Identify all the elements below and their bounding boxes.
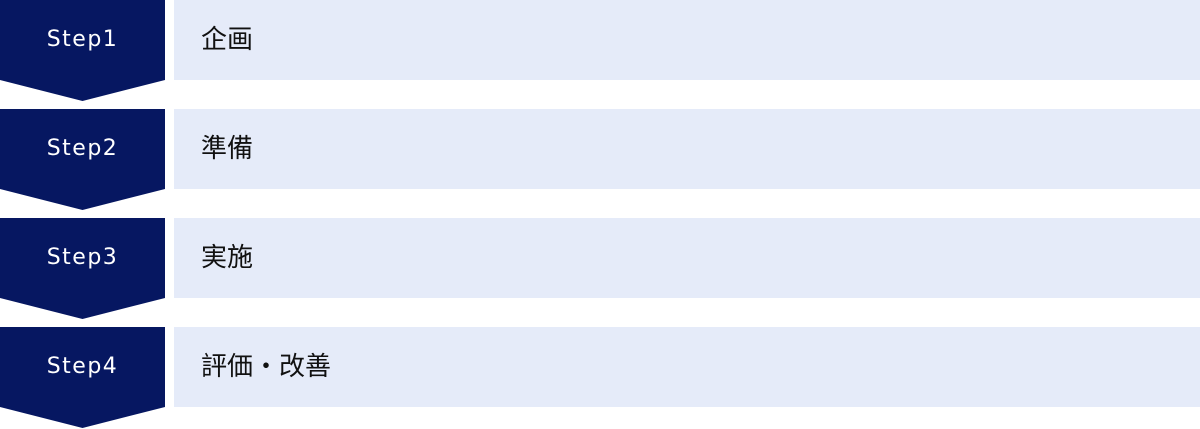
step-row-1: Step1 企画 xyxy=(0,0,1200,102)
step-badge: Step4 xyxy=(0,327,165,428)
step-bar: 準備 xyxy=(174,109,1200,189)
step-text: 企画 xyxy=(201,25,254,55)
step-text: 準備 xyxy=(201,134,254,164)
step-text: 実施 xyxy=(201,243,254,273)
step-text: 評価・改善 xyxy=(201,352,332,382)
step-row-4: Step4 評価・改善 xyxy=(0,327,1200,429)
step-label: Step4 xyxy=(46,354,119,379)
step-bar: 評価・改善 xyxy=(174,327,1200,407)
step-label: Step3 xyxy=(46,245,119,270)
step-row-3: Step3 実施 xyxy=(0,218,1200,320)
step-badge: Step2 xyxy=(0,109,165,210)
step-bar: 企画 xyxy=(174,0,1200,80)
step-label: Step2 xyxy=(46,136,119,161)
step-label: Step1 xyxy=(46,27,119,52)
step-badge: Step3 xyxy=(0,218,165,319)
step-bar: 実施 xyxy=(174,218,1200,298)
step-row-2: Step2 準備 xyxy=(0,109,1200,211)
step-badge: Step1 xyxy=(0,0,165,101)
